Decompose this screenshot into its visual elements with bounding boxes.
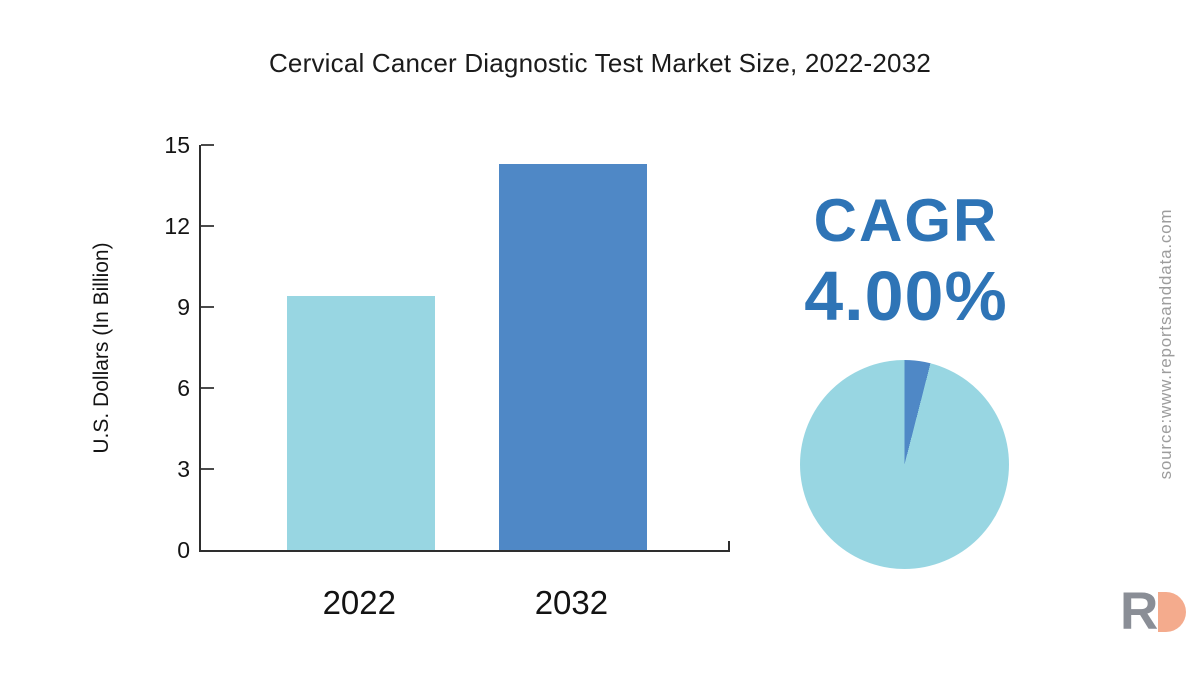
chart-title: Cervical Cancer Diagnostic Test Market S… — [268, 48, 932, 78]
logo-letter-r: R — [1120, 582, 1159, 641]
y-tick-mark — [201, 468, 214, 470]
y-tick-label: 6 — [177, 375, 190, 401]
y-tick-mark — [201, 306, 214, 308]
y-tick-mark — [201, 144, 214, 146]
y-tick-label: 0 — [177, 537, 190, 563]
y-tick-label: 9 — [177, 294, 190, 320]
cagr-value: 4.00% — [804, 257, 1008, 335]
bar-2032 — [499, 163, 648, 550]
y-tick-label: 15 — [164, 132, 190, 158]
y-axis-label: U.S. Dollars (In Billion) — [90, 242, 113, 454]
y-tick-mark — [201, 387, 214, 389]
y-axis-tick-labels: 0 3 6 9 12 15 — [120, 0, 190, 674]
x-axis-end-tick — [728, 541, 730, 550]
source-watermark: source:www.reportsanddata.com — [1156, 208, 1175, 480]
logo: R — [1120, 582, 1190, 641]
y-tick-label: 3 — [177, 456, 190, 482]
y-tick-label: 12 — [164, 213, 190, 239]
plot-area — [199, 144, 730, 552]
pie-chart — [800, 360, 1009, 569]
x-tick-label-2032: 2032 — [534, 584, 609, 621]
bar-2022 — [287, 296, 436, 550]
y-tick-mark — [201, 225, 214, 227]
x-tick-label-2022: 2022 — [322, 584, 396, 621]
logo-d-shape — [1158, 592, 1186, 632]
cagr-label: CAGR — [813, 187, 999, 254]
